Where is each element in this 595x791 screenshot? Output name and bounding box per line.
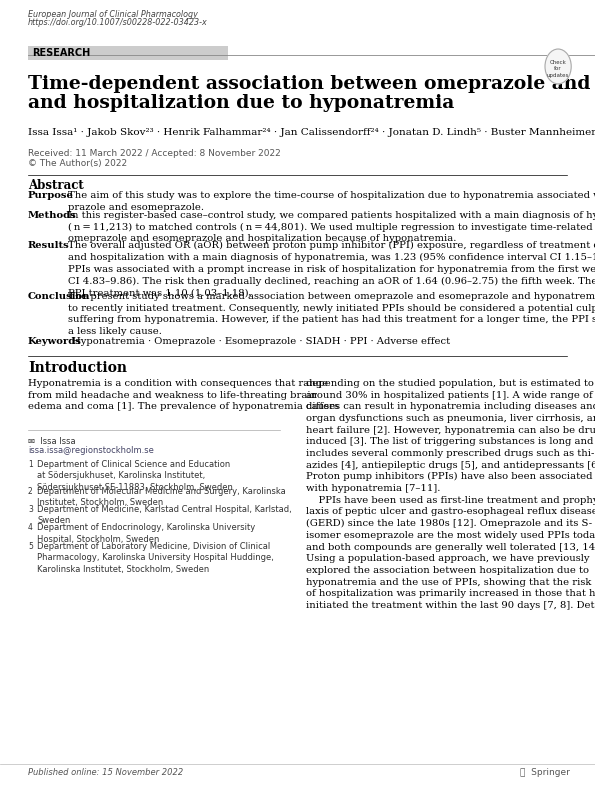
Text: The overall adjusted OR (aOR) between proton pump inhibitor (PPI) exposure, rega: The overall adjusted OR (aOR) between pr…: [68, 241, 595, 297]
Text: Keywords: Keywords: [28, 337, 82, 346]
Text: Hyponatremia is a condition with consequences that range
from mild headache and : Hyponatremia is a condition with consequ…: [28, 379, 339, 411]
Text: Hyponatremia · Omeprazole · Esomeprazole · SIADH · PPI · Adverse effect: Hyponatremia · Omeprazole · Esomeprazole…: [72, 337, 450, 346]
Text: European Journal of Clinical Pharmacology: European Journal of Clinical Pharmacolog…: [28, 10, 198, 19]
Text: Published online: 15 November 2022: Published online: 15 November 2022: [28, 768, 183, 777]
Text: Department of Endocrinology, Karolinska University
Hospital, Stockholm, Sweden: Department of Endocrinology, Karolinska …: [37, 524, 255, 544]
Text: The present study shows a marked association between omeprazole and esomeprazole: The present study shows a marked associa…: [68, 292, 595, 336]
Text: Department of Laboratory Medicine, Division of Clinical
Pharmacology, Karolinska: Department of Laboratory Medicine, Divis…: [37, 542, 274, 573]
Text: Issa Issa¹ · Jakob Skov²³ · Henrik Falhammar²⁴ · Jan Calissendorff²⁴ · Jonatan D: Issa Issa¹ · Jakob Skov²³ · Henrik Falha…: [28, 128, 595, 137]
Text: and hospitalization due to hyponatremia: and hospitalization due to hyponatremia: [28, 94, 454, 112]
Bar: [28, 46, 228, 60]
Text: 4: 4: [28, 524, 33, 532]
Text: In this register-based case–control study, we compared patients hospitalized wit: In this register-based case–control stud…: [68, 211, 595, 244]
Text: 1: 1: [28, 460, 33, 469]
Text: RESEARCH: RESEARCH: [32, 48, 90, 58]
Text: Conclusion: Conclusion: [28, 292, 90, 301]
Text: issa.issa@regionstockholm.se: issa.issa@regionstockholm.se: [28, 446, 154, 455]
Text: Time-dependent association between omeprazole and esomeprazole: Time-dependent association between omepr…: [28, 75, 595, 93]
Text: © The Author(s) 2022: © The Author(s) 2022: [28, 159, 127, 168]
Text: Introduction: Introduction: [28, 361, 127, 375]
Text: depending on the studied population, but is estimated to be
around 30% in hospit: depending on the studied population, but…: [306, 379, 595, 610]
Text: Received: 11 March 2022 / Accepted: 8 November 2022: Received: 11 March 2022 / Accepted: 8 No…: [28, 149, 281, 158]
Text: Department of Clinical Science and Education
at Södersjukhuset, Karolinska Insti: Department of Clinical Science and Educa…: [37, 460, 233, 492]
Text: 3: 3: [28, 505, 33, 514]
Text: The aim of this study was to explore the time-course of hospitalization due to h: The aim of this study was to explore the…: [68, 191, 595, 212]
Text: Abstract: Abstract: [28, 179, 84, 192]
Text: Methods: Methods: [28, 211, 77, 220]
Text: Results: Results: [28, 241, 70, 250]
Text: Department of Molecular Medicine and Surgery, Karolinska
Institutet, Stockholm, : Department of Molecular Medicine and Sur…: [37, 486, 286, 507]
Text: 🐦  Springer: 🐦 Springer: [520, 768, 570, 777]
Text: https://doi.org/10.1007/s00228-022-03423-x: https://doi.org/10.1007/s00228-022-03423…: [28, 18, 208, 27]
Text: 5: 5: [28, 542, 33, 551]
Text: Department of Medicine, Karlstad Central Hospital, Karlstad,
Sweden: Department of Medicine, Karlstad Central…: [37, 505, 292, 525]
Text: ✉  Issa Issa: ✉ Issa Issa: [28, 437, 76, 446]
Text: Purpose: Purpose: [28, 191, 74, 200]
Text: 2: 2: [28, 486, 33, 496]
Text: Check
for
updates: Check for updates: [547, 60, 569, 78]
